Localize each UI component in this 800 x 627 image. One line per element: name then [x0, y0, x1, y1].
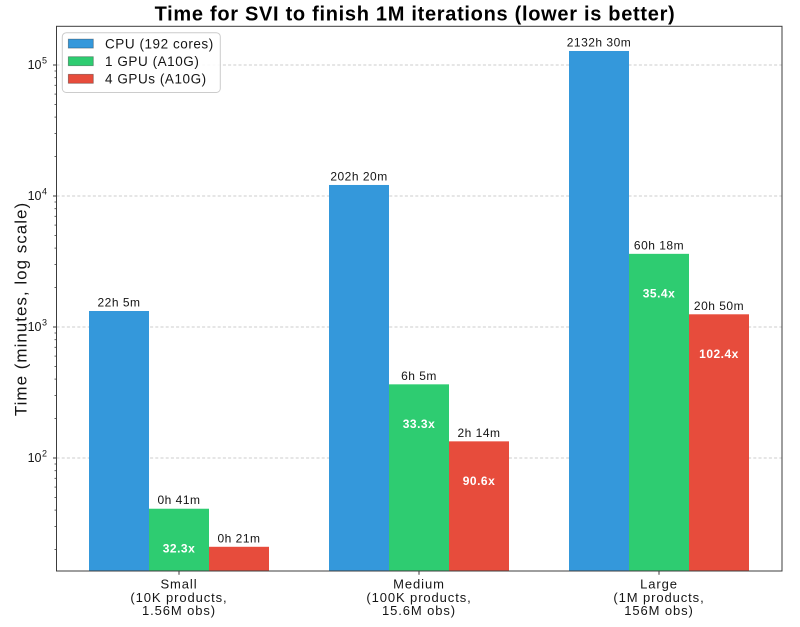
svg-text:Large: Large [640, 577, 678, 592]
svg-text:156M obs): 156M obs) [624, 603, 694, 618]
svg-text:20h 50m: 20h 50m [694, 299, 744, 313]
svg-text:Time (minutes, log scale): Time (minutes, log scale) [12, 202, 31, 416]
svg-text:102.4x: 102.4x [699, 347, 739, 361]
svg-text:Medium: Medium [393, 577, 445, 592]
svg-text:60h 18m: 60h 18m [634, 238, 684, 252]
svg-text:2h 14m: 2h 14m [457, 426, 500, 440]
svg-text:202h 20m: 202h 20m [330, 169, 387, 183]
svg-text:3: 3 [42, 318, 47, 328]
svg-text:5: 5 [42, 56, 47, 66]
svg-text:2: 2 [42, 449, 47, 459]
svg-text:10: 10 [28, 58, 42, 72]
svg-text:1.56M obs): 1.56M obs) [142, 603, 216, 618]
svg-text:4 GPUs (A10G): 4 GPUs (A10G) [105, 72, 207, 87]
svg-text:35.4x: 35.4x [643, 286, 676, 300]
svg-text:Small: Small [160, 577, 197, 592]
svg-text:Time for SVI to finish 1M iter: Time for SVI to finish 1M iterations (lo… [155, 3, 676, 25]
svg-text:4: 4 [42, 187, 47, 197]
svg-text:22h 5m: 22h 5m [97, 295, 140, 309]
svg-text:32.3x: 32.3x [163, 541, 196, 555]
svg-text:10: 10 [28, 451, 42, 465]
svg-text:33.3x: 33.3x [403, 417, 436, 431]
svg-text:2132h 30m: 2132h 30m [567, 35, 632, 49]
svg-text:(1M products,: (1M products, [613, 590, 704, 605]
svg-text:10: 10 [28, 320, 42, 334]
svg-text:CPU (192 cores): CPU (192 cores) [105, 36, 214, 51]
svg-text:6h 5m: 6h 5m [401, 369, 437, 383]
svg-text:1 GPU (A10G): 1 GPU (A10G) [105, 54, 199, 69]
svg-text:15.6M obs): 15.6M obs) [382, 603, 456, 618]
svg-text:(100K products,: (100K products, [366, 590, 471, 605]
svg-text:0h 21m: 0h 21m [217, 531, 260, 545]
svg-text:0h 41m: 0h 41m [157, 493, 200, 507]
svg-text:(10K products,: (10K products, [130, 590, 227, 605]
svg-text:10: 10 [28, 189, 42, 203]
svg-text:90.6x: 90.6x [463, 474, 496, 488]
